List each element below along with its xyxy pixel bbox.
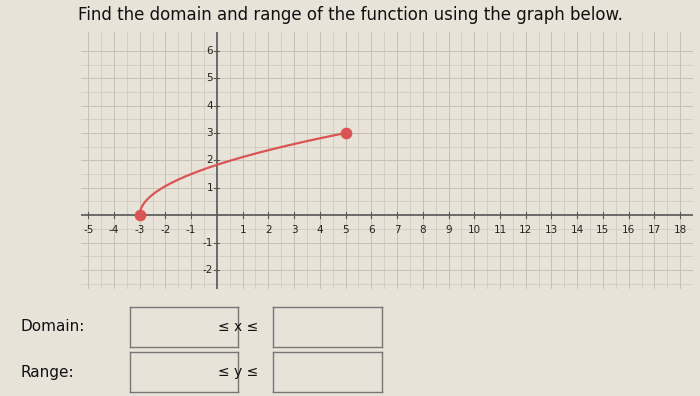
- Point: [340, 130, 351, 136]
- Text: 5: 5: [206, 73, 213, 83]
- Text: 5: 5: [342, 225, 349, 235]
- Text: 18: 18: [673, 225, 687, 235]
- Text: 6: 6: [206, 46, 213, 56]
- Point: [134, 212, 146, 218]
- Text: -2: -2: [203, 265, 213, 275]
- Text: -1: -1: [203, 238, 213, 248]
- Text: -1: -1: [186, 225, 196, 235]
- Text: 10: 10: [468, 225, 481, 235]
- Text: 14: 14: [570, 225, 584, 235]
- Text: ≤ y ≤: ≤ y ≤: [218, 365, 258, 379]
- Text: 15: 15: [596, 225, 610, 235]
- Text: 1: 1: [239, 225, 246, 235]
- Text: -4: -4: [108, 225, 119, 235]
- Text: 4: 4: [206, 101, 213, 110]
- Text: 12: 12: [519, 225, 532, 235]
- Text: Range:: Range:: [21, 365, 75, 380]
- Text: 9: 9: [445, 225, 452, 235]
- Text: 7: 7: [393, 225, 400, 235]
- Text: 1: 1: [206, 183, 213, 193]
- Text: 8: 8: [419, 225, 426, 235]
- Text: ≤ x ≤: ≤ x ≤: [218, 320, 258, 334]
- Text: 11: 11: [494, 225, 507, 235]
- Text: -3: -3: [134, 225, 145, 235]
- Text: 6: 6: [368, 225, 374, 235]
- Text: 17: 17: [648, 225, 661, 235]
- Text: 3: 3: [206, 128, 213, 138]
- Text: 4: 4: [316, 225, 323, 235]
- Text: Domain:: Domain:: [21, 319, 85, 334]
- Text: 3: 3: [290, 225, 298, 235]
- Text: -2: -2: [160, 225, 171, 235]
- Text: 13: 13: [545, 225, 558, 235]
- Text: 2: 2: [206, 155, 213, 166]
- Text: 2: 2: [265, 225, 272, 235]
- Text: 16: 16: [622, 225, 636, 235]
- Text: -5: -5: [83, 225, 93, 235]
- Text: Find the domain and range of the function using the graph below.: Find the domain and range of the functio…: [78, 6, 622, 24]
